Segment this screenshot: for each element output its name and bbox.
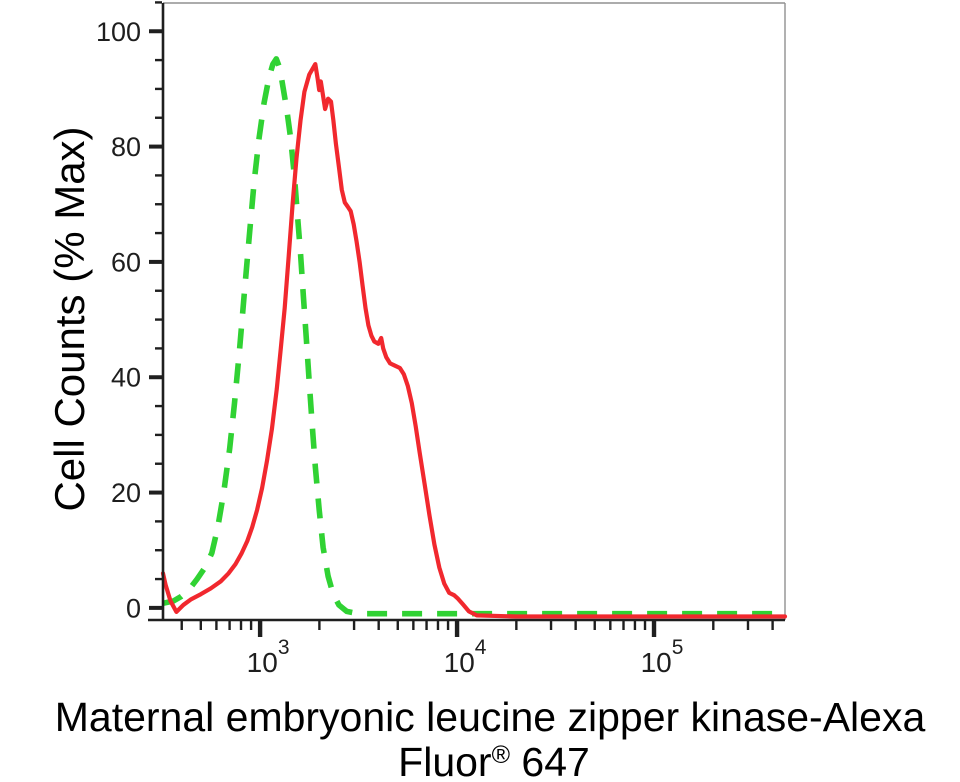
histogram-curves [160, 56, 788, 619]
x-axis-ticks [180, 621, 774, 637]
y-tick-label: 80 [111, 132, 141, 162]
y-tick-label: 60 [111, 247, 141, 277]
x-axis-title-line2-text: Fluor [398, 739, 491, 782]
x-tick-mantissa: 10 [247, 647, 278, 678]
y-axis-tick-labels: 0 20 40 60 80 100 [96, 17, 141, 624]
green-dashed-histogram-curve [162, 56, 785, 617]
x-axis-title-line1: Maternal embryonic leucine zipper kinase… [55, 694, 926, 740]
x-tick-mantissa: 10 [641, 647, 672, 678]
x-tick-label: 104 [444, 636, 487, 678]
x-tick-exponent: 4 [475, 636, 487, 659]
y-tick-label: 20 [111, 478, 141, 508]
x-tick-exponent: 5 [672, 636, 684, 659]
x-tick-label: 105 [641, 636, 684, 678]
y-tick-label: 100 [96, 17, 141, 47]
y-axis-ticks [149, 1, 162, 610]
x-axis-title-line2-number: 647 [510, 739, 590, 782]
x-axis-title-line2: Fluor® 647 [398, 739, 590, 782]
red-solid-histogram-curve [160, 61, 788, 619]
y-tick-label: 0 [126, 593, 141, 623]
plot-area [163, 3, 785, 620]
x-tick-mantissa: 10 [444, 647, 475, 678]
registered-trademark-symbol: ® [492, 741, 511, 769]
x-axis-tick-labels: 103 104 105 [247, 636, 684, 678]
y-axis-title: Cell Counts (% Max) [46, 126, 93, 511]
y-tick-label: 40 [111, 363, 141, 393]
x-tick-label: 103 [247, 636, 290, 678]
x-tick-exponent: 3 [278, 636, 290, 659]
